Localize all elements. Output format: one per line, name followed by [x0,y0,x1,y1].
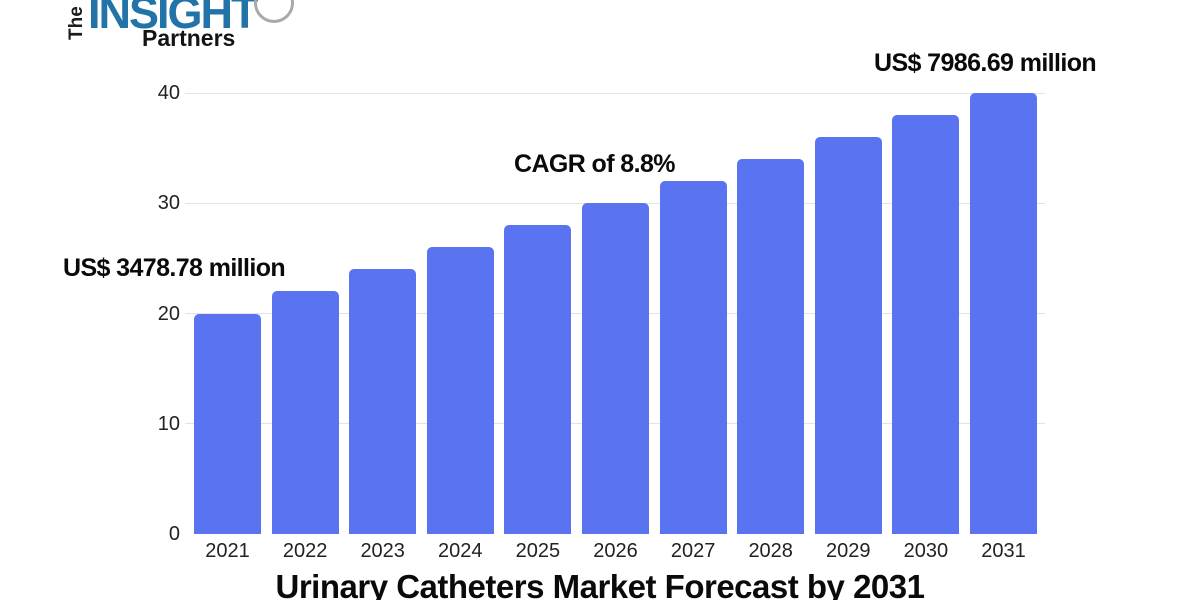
cagr-annotation: CAGR of 8.8% [514,150,675,178]
bar-2027 [659,181,727,534]
logo-the-text: The [66,6,87,40]
bar-2023 [349,269,417,534]
y-tick-label-30: 30 [157,192,180,215]
x-tick-label-2026: 2026 [593,540,638,562]
plot-area: 2021 2022 2023 2024 2025 2026 2027 2028 2029 2030… [185,0,1045,600]
y-tick-label-0: 0 [168,523,180,545]
insight-partners-logo: The INSIGHT Partners [30,0,294,62]
x-tick-label-2028: 2028 [748,540,793,562]
y-tick-label-10: 10 [157,412,180,435]
bar-2031 [970,93,1037,534]
x-tick-label-2025: 2025 [515,540,561,562]
x-tick-label-2031: 2031 [981,540,1026,562]
bar-2028 [737,159,805,534]
x-tick-label-2030: 2030 [903,540,949,562]
bar-2030 [892,115,960,534]
bar-2022 [271,291,339,534]
bar-2024 [426,247,494,534]
x-tick-label-2021: 2021 [205,540,250,562]
chart-title: Urinary Catheters Market Forecast by 203… [275,568,925,600]
x-tick-label-2029: 2029 [826,540,871,562]
bar-2021 [194,313,261,534]
x-tick-label-2024: 2024 [438,540,483,562]
start-value-annotation: US$ 3478.78 million [63,254,286,282]
x-tick-label-2027: 2027 [670,540,716,562]
gridline-y40 [185,92,1045,94]
bar-2025 [504,225,572,534]
y-tick-label-20: 20 [157,302,180,325]
logo-partners-text: Partners [142,25,236,51]
end-value-annotation: US$ 7986.69 million [874,49,1097,77]
bar-2026 [582,203,649,534]
x-tick-label-2022: 2022 [282,540,328,562]
y-tick-label-40: 40 [157,82,180,104]
bar-2029 [814,137,882,534]
logo-insight-text: INSIGHT [88,0,259,38]
x-tick-label-2023: 2023 [360,540,405,562]
